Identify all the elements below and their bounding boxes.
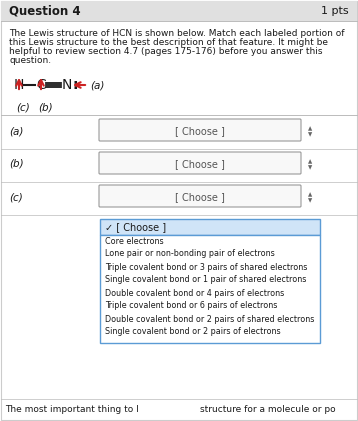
Text: ✓ [ Choose ]: ✓ [ Choose ]	[105, 222, 166, 232]
Text: [ Choose ]: [ Choose ]	[175, 126, 225, 136]
Text: Double covalent bond or 4 pairs of electrons: Double covalent bond or 4 pairs of elect…	[105, 288, 284, 298]
Text: structure for a molecule or po: structure for a molecule or po	[200, 405, 336, 414]
Text: :: :	[72, 78, 77, 92]
Text: ▼: ▼	[308, 133, 312, 138]
Text: question.: question.	[9, 56, 51, 65]
Text: ▲: ▲	[308, 126, 312, 131]
Text: ▲: ▲	[308, 160, 312, 165]
Text: [ Choose ]: [ Choose ]	[175, 159, 225, 169]
Text: Single covalent bond or 2 pairs of electrons: Single covalent bond or 2 pairs of elect…	[105, 328, 281, 336]
Text: Double covalent bond or 2 pairs of shared electrons: Double covalent bond or 2 pairs of share…	[105, 314, 314, 323]
FancyBboxPatch shape	[1, 1, 357, 21]
Text: (a): (a)	[90, 80, 105, 90]
Text: (a): (a)	[9, 126, 23, 136]
Text: helpful to review section 4.7 (pages 175-176) before you answer this: helpful to review section 4.7 (pages 175…	[9, 47, 323, 56]
FancyBboxPatch shape	[99, 185, 301, 207]
FancyBboxPatch shape	[99, 119, 301, 141]
Text: Triple covalent bond or 3 pairs of shared electrons: Triple covalent bond or 3 pairs of share…	[105, 263, 308, 272]
Text: [ Choose ]: [ Choose ]	[175, 192, 225, 202]
Text: H: H	[14, 78, 24, 92]
Text: ▼: ▼	[308, 165, 312, 171]
Text: C: C	[36, 78, 46, 92]
Text: Triple covalent bond or 6 pairs of electrons: Triple covalent bond or 6 pairs of elect…	[105, 301, 277, 311]
Text: (c): (c)	[9, 192, 23, 202]
Text: Single covalent bond or 1 pair of shared electrons: Single covalent bond or 1 pair of shared…	[105, 275, 306, 285]
Text: The Lewis structure of HCN is shown below. Match each labeled portion of: The Lewis structure of HCN is shown belo…	[9, 29, 344, 38]
FancyBboxPatch shape	[99, 152, 301, 174]
Text: this Lewis structure to the best description of that feature. It might be: this Lewis structure to the best descrip…	[9, 38, 328, 47]
Text: The most important thing to l: The most important thing to l	[5, 405, 139, 414]
Text: (b): (b)	[9, 159, 24, 169]
Text: Core electrons: Core electrons	[105, 237, 164, 245]
Text: ▼: ▼	[308, 198, 312, 203]
FancyBboxPatch shape	[100, 235, 320, 343]
Text: (c): (c)	[16, 102, 30, 112]
Text: Question 4: Question 4	[9, 5, 81, 18]
Text: ▲: ▲	[308, 192, 312, 197]
FancyBboxPatch shape	[100, 219, 320, 235]
Text: N: N	[62, 78, 72, 92]
Text: Lone pair or non-bonding pair of electrons: Lone pair or non-bonding pair of electro…	[105, 250, 275, 258]
Text: 1 pts: 1 pts	[321, 6, 349, 16]
Text: (b): (b)	[38, 102, 53, 112]
